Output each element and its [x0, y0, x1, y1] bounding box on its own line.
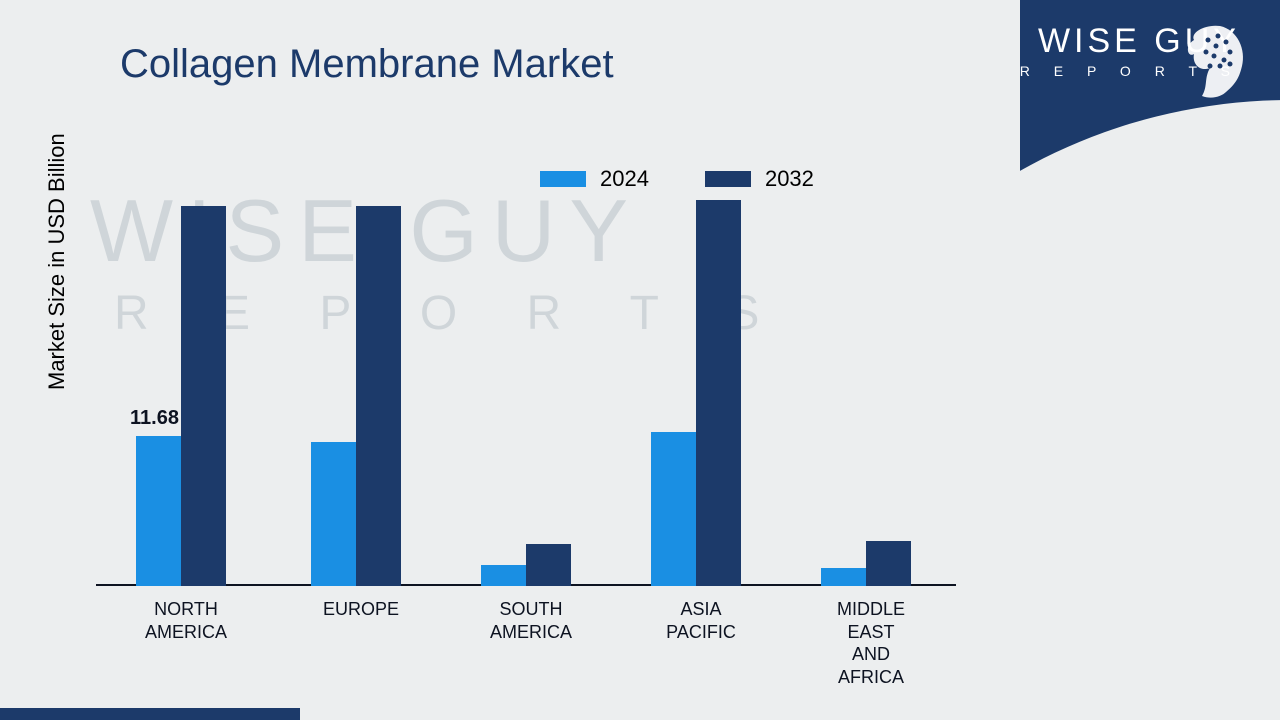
y-axis-label: Market Size in USD Billion — [44, 133, 70, 390]
footer-accent-bar — [0, 708, 300, 720]
x-label-north-america: NORTHAMERICA — [116, 598, 256, 643]
legend-swatch-2032 — [705, 171, 751, 187]
plot-area: 11.68 — [96, 200, 956, 586]
bar-2032-meafrica — [866, 541, 911, 586]
bar-2032-europe — [356, 206, 401, 586]
bar-group-south-america — [481, 544, 581, 586]
legend-swatch-2024 — [540, 171, 586, 187]
bar-group-europe — [311, 206, 411, 586]
x-label-europe: EUROPE — [291, 598, 431, 621]
bar-2024-asia-pacific — [651, 432, 696, 586]
bar-2024-north-america — [136, 436, 181, 586]
brand-logo: WISE GUY R E P O R T S — [1020, 22, 1240, 79]
bar-2032-south-america — [526, 544, 571, 586]
legend: 2024 2032 — [540, 166, 814, 192]
chart-canvas: WISE GUY R E P O R T S WISE GUY R E P O … — [0, 0, 1280, 720]
brand-line1: WISE GUY — [1020, 22, 1240, 61]
legend-label-2024: 2024 — [600, 166, 649, 192]
legend-label-2032: 2032 — [765, 166, 814, 192]
legend-item-2032: 2032 — [705, 166, 814, 192]
legend-item-2024: 2024 — [540, 166, 649, 192]
bar-2032-asia-pacific — [696, 200, 741, 586]
bar-group-asia-pacific — [651, 200, 751, 586]
x-axis-labels: NORTHAMERICA EUROPE SOUTHAMERICA ASIAPACIFI… — [96, 592, 956, 712]
bar-group-meafrica — [821, 541, 921, 586]
x-label-asia-pacific: ASIAPACIFIC — [631, 598, 771, 643]
x-label-meafrica: MIDDLEEASTANDAFRICA — [801, 598, 941, 688]
bar-2024-europe — [311, 442, 356, 586]
brand-line2: R E P O R T S — [1020, 63, 1240, 79]
bar-group-north-america — [136, 206, 236, 586]
value-label-north-america: 11.68 — [130, 407, 179, 430]
chart-title: Collagen Membrane Market — [120, 42, 614, 87]
bar-2024-south-america — [481, 565, 526, 586]
bar-2032-north-america — [181, 206, 226, 586]
bar-2024-meafrica — [821, 568, 866, 586]
x-label-south-america: SOUTHAMERICA — [461, 598, 601, 643]
